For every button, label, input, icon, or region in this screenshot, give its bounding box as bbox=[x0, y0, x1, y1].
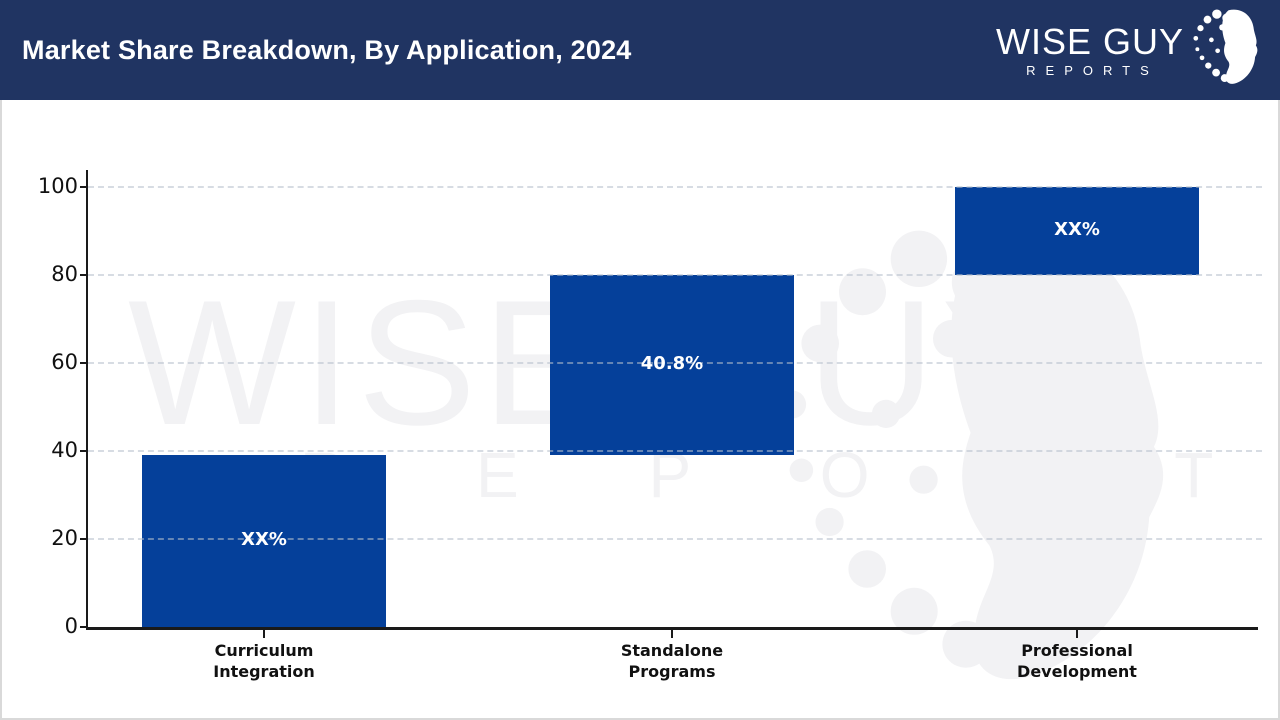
logo-wordmark: WISE GUY bbox=[995, 20, 1184, 62]
y-tick bbox=[80, 449, 86, 452]
logo-subtitle: REPORTS bbox=[1026, 62, 1159, 78]
gridline bbox=[88, 449, 1262, 452]
x-tick bbox=[671, 630, 673, 638]
y-tick-label: 60 bbox=[51, 349, 78, 374]
y-axis-line bbox=[86, 170, 88, 627]
watermark-face-icon bbox=[777, 230, 1164, 680]
logo-face-icon bbox=[1193, 9, 1258, 84]
x-axis-label: Standalone Programs bbox=[620, 641, 724, 681]
y-tick-label: 20 bbox=[51, 525, 78, 550]
x-axis-label: Curriculum Integration bbox=[213, 641, 315, 681]
y-tick-label: 80 bbox=[51, 261, 78, 286]
bar-segment bbox=[955, 186, 1199, 276]
bar-segment bbox=[550, 275, 794, 456]
x-axis-label: Professional Development bbox=[1017, 641, 1137, 681]
x-tick bbox=[1076, 630, 1078, 638]
gridline bbox=[88, 361, 1262, 364]
y-tick bbox=[80, 626, 86, 628]
y-tick-label: 40 bbox=[51, 437, 78, 462]
y-tick-label: 0 bbox=[64, 614, 78, 638]
gridline bbox=[88, 537, 1262, 540]
bar-value-label: XX% bbox=[241, 529, 287, 551]
gridline bbox=[88, 185, 1262, 188]
bar-value-label: XX% bbox=[1054, 218, 1100, 240]
y-tick bbox=[80, 361, 86, 364]
chart-area: WISE GUY R E P O R T S 020406080100Curri… bbox=[0, 100, 1280, 720]
gridline bbox=[88, 273, 1262, 276]
y-tick bbox=[80, 273, 86, 276]
header-bar: Market Share Breakdown, By Application, … bbox=[0, 0, 1280, 100]
x-tick bbox=[263, 630, 265, 638]
y-tick bbox=[80, 537, 86, 540]
bar-segment bbox=[142, 455, 386, 627]
y-tick bbox=[80, 185, 86, 188]
bar-value-label: 40.8% bbox=[640, 353, 704, 375]
page-title: Market Share Breakdown, By Application, … bbox=[22, 34, 632, 65]
y-tick-label: 100 bbox=[37, 173, 78, 198]
x-axis-line bbox=[86, 627, 1258, 630]
wise-guy-logo: WISE GUY REPORTS bbox=[996, 0, 1266, 100]
